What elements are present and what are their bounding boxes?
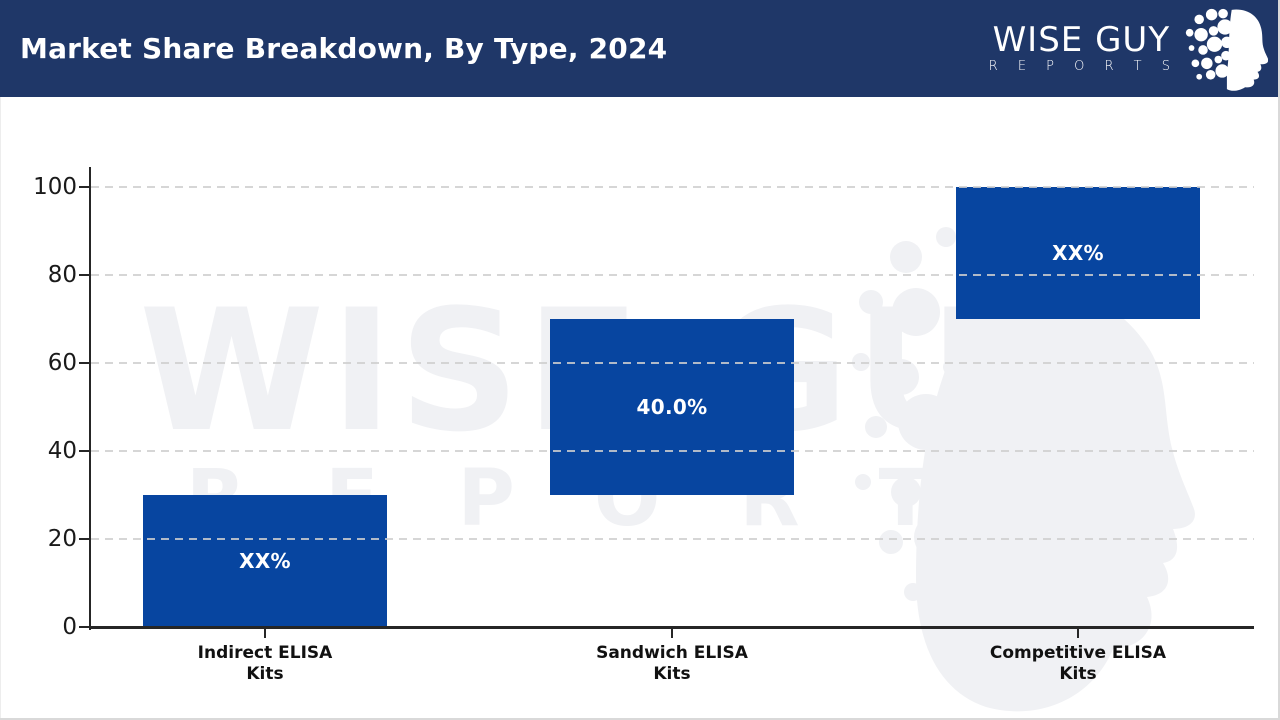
category-line2: Kits (1059, 664, 1097, 685)
y-tick-label: 60 (47, 350, 77, 376)
category-line1: Competitive ELISA (989, 643, 1167, 663)
bar-value-label: XX% (1052, 241, 1104, 265)
y-tick-mark (79, 362, 89, 364)
x-category-label: Competitive ELISA Kits (918, 643, 1238, 686)
brand-logo: WISE GUY R E P O R T S (985, 5, 1278, 93)
gridline-y-80 (91, 274, 1254, 276)
y-tick-mark (79, 626, 89, 628)
y-tick-label: 0 (62, 614, 77, 640)
y-tick-mark (79, 186, 89, 188)
bar-value-label: 40.0% (636, 395, 708, 419)
x-category-label: Sandwich ELISA Kits (512, 643, 832, 686)
category-line2: Kits (653, 664, 691, 685)
gridline-y-100 (91, 186, 1254, 188)
x-category-label: Indirect ELISA Kits (105, 643, 425, 686)
y-tick-label: 40 (47, 438, 77, 464)
header-bar: Market Share Breakdown, By Type, 2024 WI… (0, 0, 1278, 97)
category-line1: Sandwich ELISA (596, 643, 748, 663)
category-line2: Kits (246, 664, 284, 685)
bar-segment-3: XX% (956, 187, 1200, 319)
category-line1: Indirect ELISA (197, 643, 333, 663)
gridline-y-20 (91, 538, 1254, 540)
gridline-y-60 (91, 362, 1254, 364)
page-title: Market Share Breakdown, By Type, 2024 (20, 32, 668, 65)
bar-value-label: XX% (239, 549, 291, 573)
x-tick-mark (1077, 629, 1079, 638)
y-tick-mark (79, 538, 89, 540)
x-tick-mark (264, 629, 266, 638)
y-tick-mark (79, 274, 89, 276)
y-axis-spine (89, 167, 91, 630)
y-tick-label: 20 (47, 526, 77, 552)
x-axis-spine (89, 626, 1254, 629)
y-tick-label: 100 (33, 174, 77, 200)
gridline-y-40 (91, 450, 1254, 452)
bar-segment-1: XX% (143, 495, 387, 627)
x-tick-mark (671, 629, 673, 638)
bar-segment-2: 40.0% (550, 319, 794, 495)
y-tick-label: 80 (47, 262, 77, 288)
brand-head-icon (1185, 8, 1268, 91)
brand-subtitle: R E P O R T S (988, 59, 1178, 74)
brand-logo-text: WISE GUY R E P O R T S (985, 23, 1178, 74)
y-tick-mark (79, 450, 89, 452)
brand-name: WISE GUY (992, 20, 1171, 60)
chart-area: WISE GUY R E P O R T S 0 20 40 60 80 100 XX% In… (0, 97, 1278, 718)
